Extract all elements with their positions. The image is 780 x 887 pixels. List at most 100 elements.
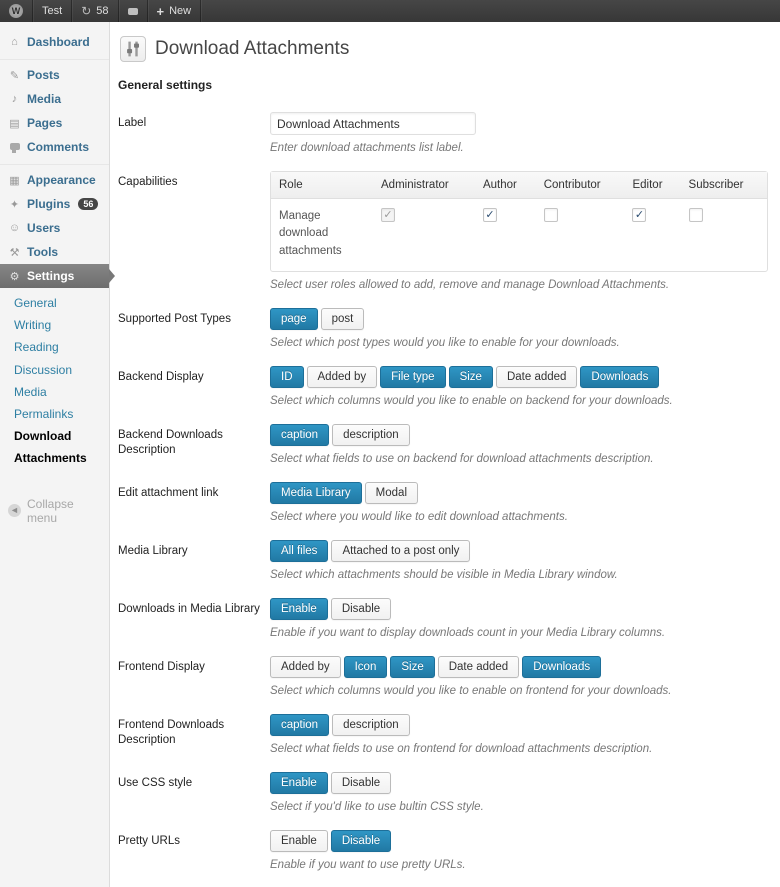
button-group: All files Attached to a post only xyxy=(270,539,768,562)
submenu-item-reading[interactable]: Reading xyxy=(14,340,59,355)
admin-topbar: W Test ↻ 58 + New xyxy=(0,0,780,22)
frontend-downloads-description-option-caption[interactable]: caption xyxy=(270,713,330,736)
sidebar-item-plugins[interactable]: ✦ Plugins 56 xyxy=(0,192,109,216)
new-label: New xyxy=(169,5,192,17)
backend-downloads-description-option-description[interactable]: description xyxy=(332,423,410,446)
use-css-style-option-disable[interactable]: Disable xyxy=(330,771,392,794)
sidebar-item-pages[interactable]: ▤ Pages xyxy=(0,111,109,135)
downloads-in-media-library-option-disable[interactable]: Disable xyxy=(330,597,392,620)
dashboard-icon: ⌂ xyxy=(11,36,18,48)
backend-downloads-description-option-caption[interactable]: caption xyxy=(270,423,330,446)
sidebar-item-label: Users xyxy=(27,221,61,235)
edit-attachment-link-option-media-library[interactable]: Media Library xyxy=(270,481,362,504)
submenu-item-general[interactable]: General xyxy=(14,296,57,310)
setting-control: page post Select which post types would yo… xyxy=(270,307,768,349)
active-menu-arrow-icon xyxy=(109,269,115,283)
wordpress-menu[interactable]: W xyxy=(0,0,33,22)
sidebar-item-appearance[interactable]: ▦ Appearance xyxy=(0,168,109,192)
backend-display-option-date-added[interactable]: Date added xyxy=(495,365,578,388)
submenu-item-writing[interactable]: Writing xyxy=(14,318,52,333)
update-count-badge: 56 xyxy=(78,198,99,210)
backend-display-option-id[interactable]: ID xyxy=(270,365,304,388)
sidebar-item-users[interactable]: ☺ Users xyxy=(0,216,109,240)
appearance-icon: ▦ xyxy=(9,174,20,187)
frontend-downloads-description-option-description[interactable]: description xyxy=(332,713,410,736)
downloads-in-media-library-option-enable[interactable]: Enable xyxy=(270,597,328,620)
page-header: Download Attachments xyxy=(120,36,768,62)
sidebar-item-posts[interactable]: ✎ Posts xyxy=(0,63,109,87)
updates-menu[interactable]: ↻ 58 xyxy=(72,0,119,22)
contributor-checkbox[interactable] xyxy=(543,208,558,222)
supported-post-types-option-post[interactable]: post xyxy=(320,307,365,330)
button-group: caption description xyxy=(270,423,768,446)
capability-name: Manage download attachments xyxy=(279,210,342,257)
setting-label: Backend Display xyxy=(118,370,204,383)
edit-attachment-link-option-modal[interactable]: Modal xyxy=(364,481,418,504)
supported-post-types-option-page[interactable]: page xyxy=(270,307,318,330)
menu-separator xyxy=(0,57,109,60)
frontend-display-option-size[interactable]: Size xyxy=(390,655,435,678)
pages-icon: ▤ xyxy=(9,117,20,130)
backend-display-option-added-by[interactable]: Added by xyxy=(306,365,378,388)
author-checkbox[interactable]: ✓ xyxy=(482,208,497,222)
setting-label: Frontend Downloads Description xyxy=(118,718,225,746)
sidebar-item-comments[interactable]: Comments xyxy=(0,135,109,159)
setting-description: Select if you'd like to use bultin CSS s… xyxy=(270,800,484,813)
pretty-urls-option-disable[interactable]: Disable xyxy=(330,829,392,852)
setting-label: Backend Downloads Description xyxy=(118,428,223,456)
button-group: Enable Disable xyxy=(270,597,768,620)
new-content-menu[interactable]: + New xyxy=(148,0,202,22)
submenu-item-download-attachments[interactable]: Download Attachments xyxy=(14,429,87,466)
site-name-menu[interactable]: Test xyxy=(33,0,73,22)
sidebar-item-media[interactable]: ♪ Media xyxy=(0,87,109,111)
setting-control: ID Added by File type Size Date added Downloa… xyxy=(270,365,768,407)
pretty-urls-option-enable[interactable]: Enable xyxy=(270,829,328,852)
setting-control: All files Attached to a post only Select w… xyxy=(270,539,768,581)
use-css-style-option-enable[interactable]: Enable xyxy=(270,771,328,794)
frontend-display-option-icon[interactable]: Icon xyxy=(343,655,388,678)
setting-row-pretty-urls: Pretty URLs Enable Disable Enable if you wa… xyxy=(118,829,768,871)
settings-icon: ⚙ xyxy=(9,270,20,283)
submenu-item-media[interactable]: Media xyxy=(14,384,47,399)
frontend-display-option-added-by[interactable]: Added by xyxy=(270,655,341,678)
sidebar-item-label: Appearance xyxy=(27,173,96,187)
table-row: Manage download attachments ✓ ✓ ✓ xyxy=(271,199,767,271)
button-group: Media Library Modal xyxy=(270,481,768,504)
column-header-subscriber: Subscriber xyxy=(680,172,767,199)
media-library-option-all-files[interactable]: All files xyxy=(270,539,329,562)
frontend-display-option-date-added[interactable]: Date added xyxy=(437,655,520,678)
sidebar-item-label: Posts xyxy=(27,68,60,82)
column-header-role: Role xyxy=(271,172,373,199)
backend-display-option-downloads[interactable]: Downloads xyxy=(580,365,660,388)
media-library-option-attached-to-a-post-only[interactable]: Attached to a post only xyxy=(331,539,471,562)
submenu-item-permalinks[interactable]: Permalinks xyxy=(14,406,74,421)
collapse-menu-label: Collapse menu xyxy=(27,496,74,525)
setting-row-backend-downloads-description: Backend Downloads Description caption desc… xyxy=(118,423,768,465)
setting-label: Frontend Display xyxy=(118,660,205,673)
submenu-item-discussion[interactable]: Discussion xyxy=(14,362,73,377)
capabilities-table: Role Administrator Author Contributor Editor… xyxy=(270,171,768,272)
subscriber-checkbox[interactable] xyxy=(688,208,703,222)
backend-display-option-file-type[interactable]: File type xyxy=(380,365,446,388)
setting-description: Enable if you want to use pretty URLs. xyxy=(270,858,466,871)
setting-row-edit-attachment-link: Edit attachment link Media Library Modal Se… xyxy=(118,481,768,523)
editor-checkbox[interactable]: ✓ xyxy=(632,208,647,222)
sidebar-item-settings[interactable]: ⚙ Settings xyxy=(0,264,115,288)
sidebar-item-label: Pages xyxy=(27,116,63,130)
backend-display-option-size[interactable]: Size xyxy=(448,365,493,388)
frontend-display-option-downloads[interactable]: Downloads xyxy=(522,655,602,678)
comments-menu[interactable] xyxy=(119,0,148,22)
setting-control: Enable Disable Select if you'd like to use… xyxy=(270,771,768,813)
button-group: Enable Disable xyxy=(270,829,768,852)
setting-control: Enter download attachments list label. xyxy=(270,112,768,154)
collapse-menu-button[interactable]: ◄ Collapse menu xyxy=(0,492,109,530)
admin-sidebar: ⌂ Dashboard ✎ Posts ♪ Media ▤ Pages Comments ▦ App… xyxy=(0,22,115,887)
setting-row-supported-post-types: Supported Post Types page post Select which… xyxy=(118,307,768,349)
sidebar-item-dashboard[interactable]: ⌂ Dashboard xyxy=(0,30,109,54)
comments-bubble-icon xyxy=(127,7,138,15)
label-input[interactable] xyxy=(270,112,476,135)
button-group: page post xyxy=(270,307,768,330)
setting-description: Select which columns would you like to e… xyxy=(270,394,673,407)
setting-description: Select which columns would you like to e… xyxy=(270,684,672,697)
sidebar-item-tools[interactable]: ⚒ Tools xyxy=(0,240,109,264)
